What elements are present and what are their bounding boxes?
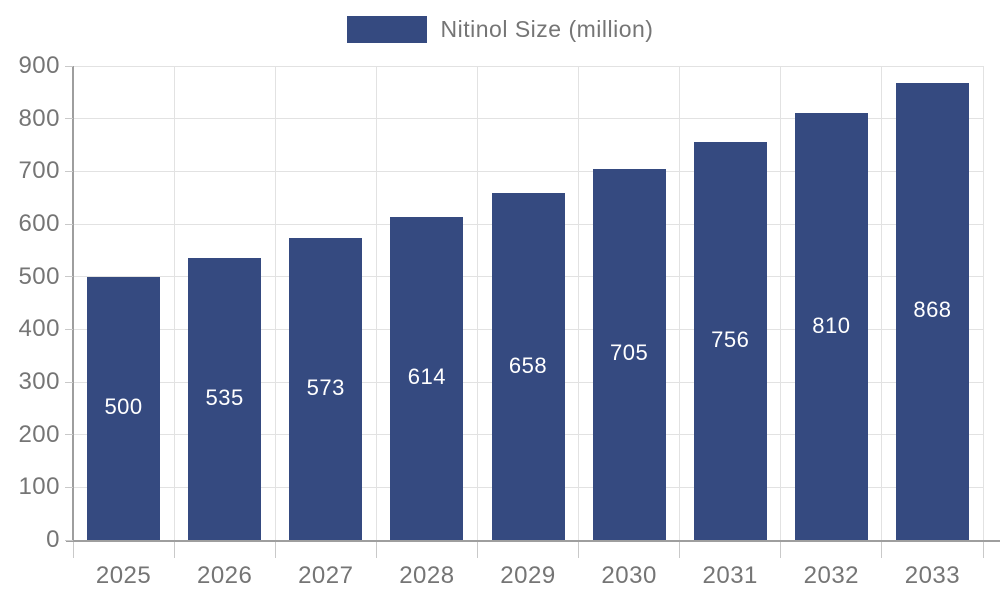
- gridline-horizontal: [73, 65, 983, 67]
- y-tick-label: 500: [18, 262, 60, 290]
- x-tick: [173, 542, 175, 558]
- chart-legend[interactable]: Nitinol Size (million): [0, 16, 1000, 43]
- x-tick: [375, 542, 377, 558]
- bar-2028: [390, 216, 464, 540]
- gridline-vertical: [982, 66, 984, 540]
- y-tick-label: 400: [18, 315, 60, 343]
- gridline-vertical: [780, 66, 782, 540]
- x-axis-line: [66, 540, 1000, 542]
- x-tick-label: 2029: [500, 562, 556, 589]
- x-tick-label: 2031: [702, 562, 758, 589]
- legend-label: Nitinol Size (million): [440, 16, 654, 42]
- x-tick-label: 2026: [196, 562, 253, 589]
- y-tick-label: 100: [18, 473, 60, 501]
- x-tick: [881, 542, 883, 558]
- y-tick-label: 900: [18, 52, 60, 79]
- gridline-horizontal: [73, 118, 983, 120]
- bar-2025: [87, 276, 161, 540]
- gridline-vertical: [679, 66, 681, 540]
- bar-value-label: 756: [711, 326, 750, 352]
- y-tick: [65, 486, 73, 488]
- y-tick-label: 200: [18, 420, 60, 448]
- y-tick: [65, 276, 73, 278]
- bar-2032: [794, 113, 868, 540]
- y-tick-label: 700: [18, 157, 60, 185]
- y-tick: [65, 434, 73, 436]
- y-tick: [65, 65, 73, 67]
- y-tick: [65, 170, 73, 172]
- x-tick-label: 2033: [904, 562, 961, 589]
- bar-value-label: 573: [306, 375, 345, 401]
- x-tick-label: 2032: [803, 562, 860, 589]
- bar-2026: [188, 258, 262, 540]
- bar-2029: [491, 193, 565, 540]
- bar-value-label: 705: [610, 340, 649, 366]
- y-tick: [65, 328, 73, 330]
- bar-value-label: 535: [205, 385, 244, 411]
- x-tick: [274, 542, 276, 558]
- y-tick: [65, 223, 73, 225]
- bar-2031: [693, 141, 767, 540]
- x-tick-label: 2030: [601, 562, 657, 589]
- x-tick: [780, 542, 782, 558]
- gridline-vertical: [578, 66, 580, 540]
- x-tick: [578, 542, 580, 558]
- gridline-vertical: [881, 66, 883, 540]
- bar-value-label: 614: [407, 364, 446, 390]
- y-tick-label: 300: [18, 368, 60, 395]
- gridline-vertical: [476, 66, 478, 540]
- bar-2033: [895, 82, 969, 540]
- y-tick: [65, 539, 73, 541]
- legend-swatch: [346, 16, 427, 43]
- y-tick-label: 600: [18, 210, 60, 237]
- bar-2030: [592, 168, 666, 540]
- y-tick-label: 0: [46, 526, 60, 553]
- x-tick-label: 2028: [399, 562, 455, 589]
- y-tick: [65, 118, 73, 120]
- x-tick: [72, 542, 74, 558]
- y-axis-line: [72, 66, 74, 542]
- gridline-vertical: [173, 66, 175, 540]
- bar-2027: [289, 238, 363, 540]
- bar-value-label: 500: [104, 394, 143, 420]
- bar-value-label: 868: [913, 297, 952, 323]
- bar-value-label: 810: [812, 312, 851, 338]
- y-tick-label: 800: [18, 104, 60, 132]
- gridline-vertical: [274, 66, 276, 540]
- gridline-vertical: [375, 66, 377, 540]
- x-tick: [679, 542, 681, 558]
- x-tick-label: 2025: [95, 562, 152, 589]
- x-tick: [982, 542, 984, 558]
- x-tick-label: 2027: [298, 562, 354, 589]
- gridline-horizontal: [73, 170, 983, 172]
- x-tick: [476, 542, 478, 558]
- bar-value-label: 658: [508, 352, 548, 378]
- y-tick: [65, 381, 73, 383]
